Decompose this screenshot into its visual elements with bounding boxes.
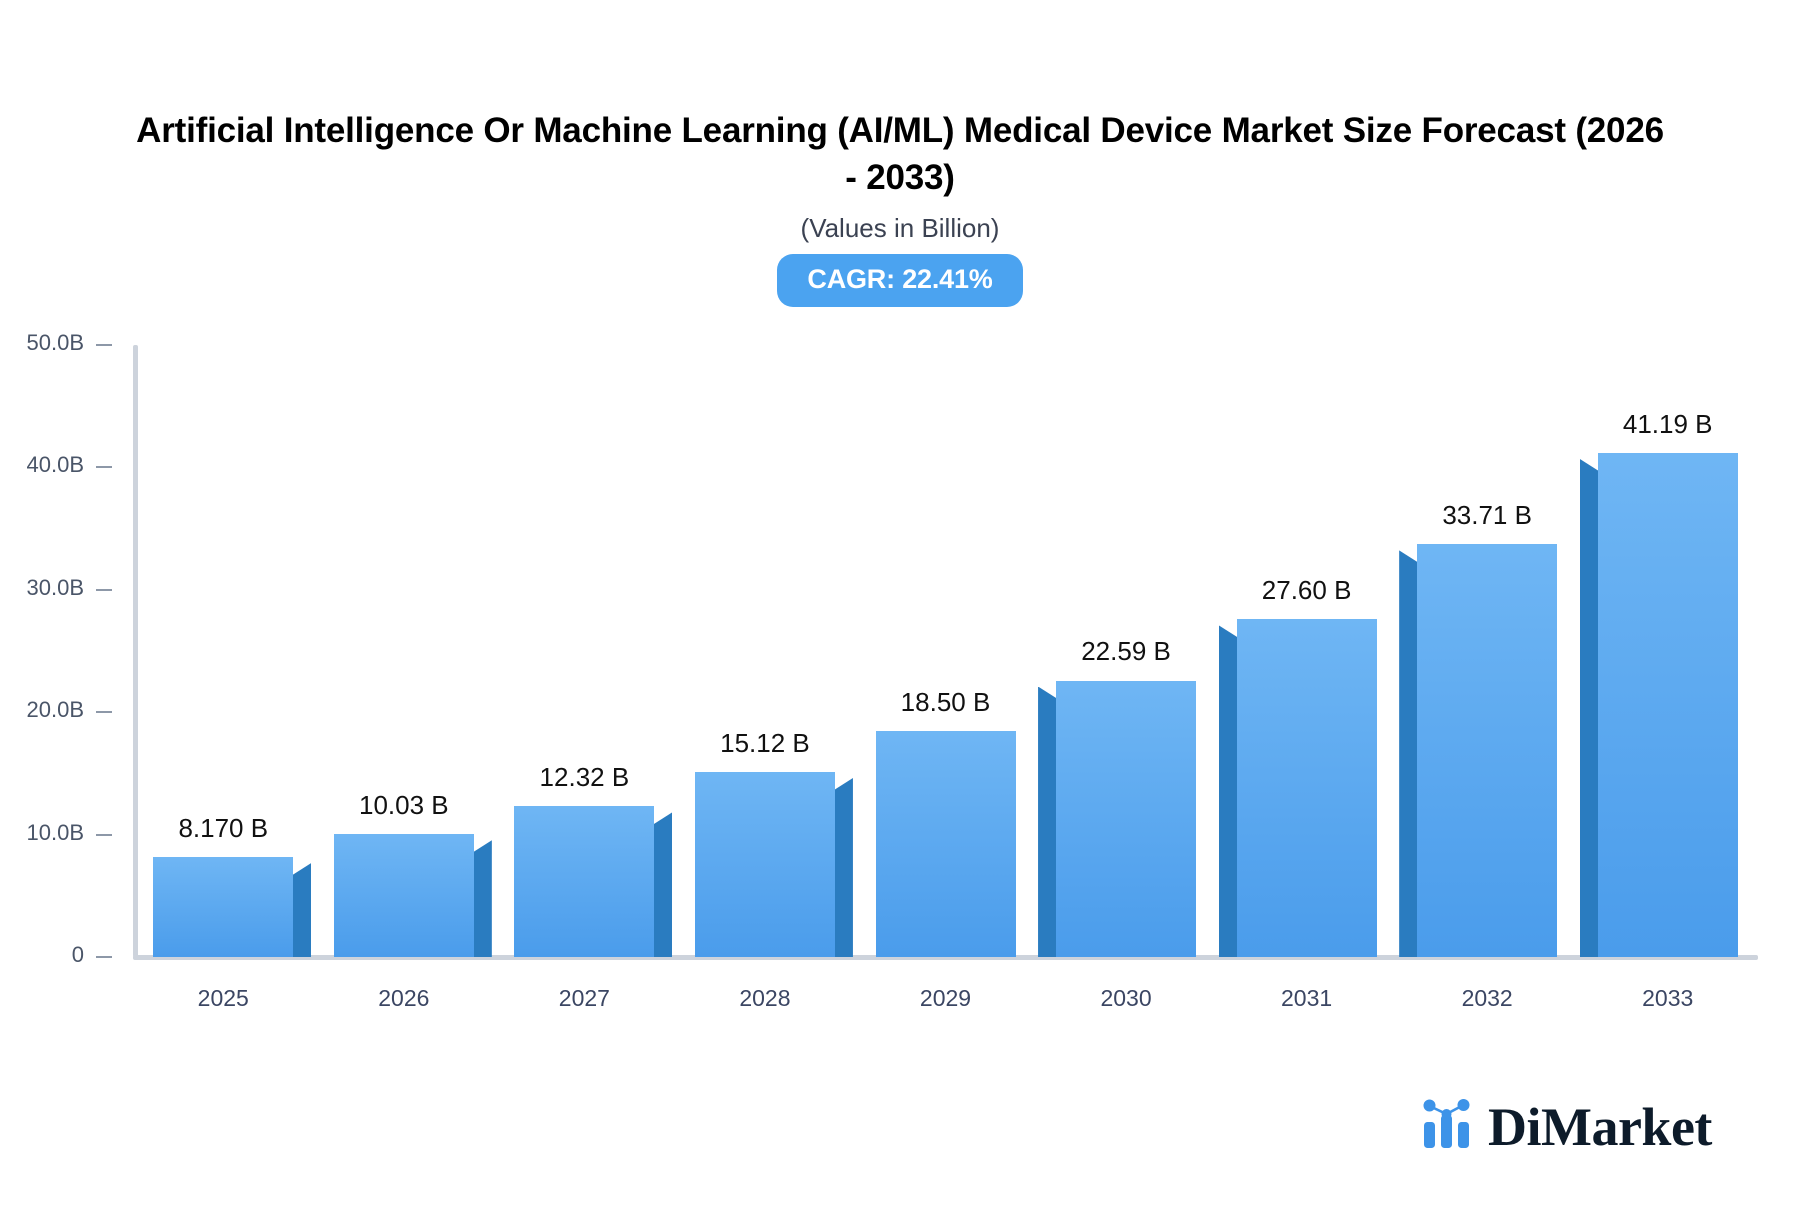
x-axis-tick-label: 2028 — [739, 985, 791, 1011]
bar-item[interactable] — [1399, 544, 1558, 957]
bar-side-face — [1038, 686, 1061, 957]
cagr-badge-container: CAGR: 22.41% — [0, 254, 1800, 308]
bar-chart-logo-icon — [1420, 1096, 1476, 1157]
y-axis-line — [133, 345, 138, 957]
bar-front-face — [1417, 544, 1558, 957]
y-axis-tick-mark — [96, 711, 112, 714]
y-axis-tick-mark — [96, 466, 112, 469]
y-axis-tick-label: 50.0B — [26, 330, 85, 355]
y-axis-tick-label: 40.0B — [26, 452, 85, 478]
y-axis-tick-mark — [96, 588, 112, 591]
y-axis-tick-label: 30.0B — [26, 574, 85, 600]
x-axis-tick-label: 2030 — [1100, 985, 1152, 1011]
x-axis-line — [133, 955, 1758, 960]
bar-side-face — [1579, 458, 1602, 957]
bar-value-label: 22.59 B — [1081, 636, 1171, 667]
bar-item[interactable] — [153, 857, 312, 957]
bar-value-label: 8.170 B — [178, 812, 269, 843]
bar-front-face — [153, 857, 294, 957]
bar-value-label: 15.12 B — [720, 727, 810, 758]
x-axis-tick-label: 2032 — [1461, 985, 1513, 1011]
brand-name: DiMarket — [1488, 1096, 1712, 1157]
x-axis-tick-label: 2033 — [1642, 985, 1694, 1011]
x-axis-tick-label: 2026 — [378, 985, 430, 1011]
bar-side-face — [650, 812, 673, 957]
x-axis-tick-label: 2025 — [197, 985, 249, 1011]
y-axis-tick-mark — [96, 833, 112, 836]
bar-value-label: 41.19 B — [1622, 408, 1713, 439]
bar-item[interactable] — [1218, 619, 1377, 957]
bar-item[interactable] — [694, 771, 853, 957]
bar-side-face — [1399, 550, 1422, 957]
bar-front-face — [875, 730, 1016, 957]
y-axis-tick-label: 10.0B — [26, 819, 85, 845]
y-axis-tick-mark — [96, 344, 112, 346]
dimarket-logo: DiMarket — [1420, 1096, 1712, 1157]
bar-side-face — [469, 840, 492, 957]
y-axis-tick-label: 0 — [71, 942, 84, 967]
y-axis-tick-label: 20.0B — [26, 697, 85, 723]
bar-front-face — [1597, 452, 1738, 957]
page-title: Artificial Intelligence Or Machine Learn… — [136, 111, 1664, 197]
y-axis-tick-mark — [96, 956, 112, 958]
x-axis-tick-label: 2029 — [919, 985, 972, 1011]
cagr-badge: CAGR: 22.41% — [777, 254, 1023, 308]
bar-item[interactable] — [1579, 452, 1738, 957]
bar-value-label: 18.50 B — [900, 686, 991, 717]
bar-side-face — [1218, 625, 1241, 957]
bar-value-label: 33.71 B — [1442, 500, 1532, 531]
bar-side-face — [830, 777, 853, 957]
bar-value-label: 12.32 B — [539, 762, 630, 793]
bar-item[interactable] — [1038, 680, 1197, 957]
bar-front-face — [514, 806, 655, 957]
chart-header: Artificial Intelligence Or Machine Learn… — [0, 0, 1800, 308]
bar-value-label: 27.60 B — [1261, 575, 1352, 606]
x-axis-tick-label: 2027 — [558, 985, 610, 1011]
bar-front-face — [333, 834, 474, 957]
bar-item[interactable] — [875, 730, 1016, 957]
bar-item[interactable] — [514, 806, 673, 957]
x-axis-tick-label: 2031 — [1281, 985, 1333, 1011]
chart-subtitle: (Values in Billion) — [800, 213, 1000, 244]
bar-front-face — [1236, 619, 1377, 957]
bar-front-face — [694, 771, 835, 957]
bar-side-face — [289, 863, 312, 957]
bar-value-label: 10.03 B — [359, 790, 449, 821]
bar-front-face — [1056, 680, 1197, 957]
bar-item[interactable] — [333, 834, 492, 957]
